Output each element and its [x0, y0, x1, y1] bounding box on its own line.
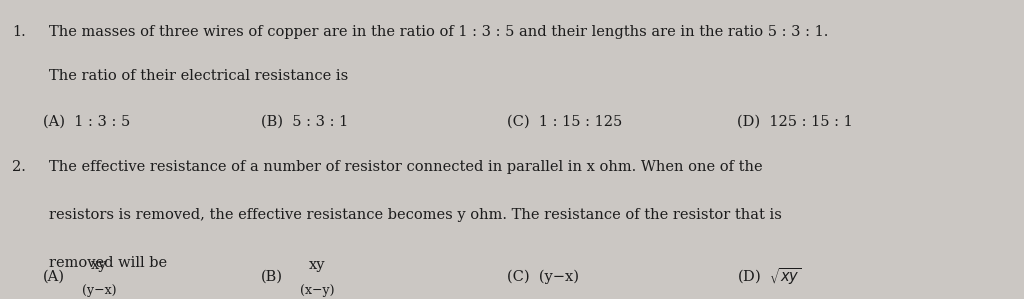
- Text: (C)  1 : 15 : 125: (C) 1 : 15 : 125: [507, 115, 623, 129]
- Text: (A)  1 : 3 : 5: (A) 1 : 3 : 5: [43, 115, 130, 129]
- Text: 2.: 2.: [12, 160, 27, 174]
- Text: (A): (A): [43, 270, 65, 283]
- Text: (D)  125 : 15 : 1: (D) 125 : 15 : 1: [737, 115, 853, 129]
- Text: (D)  $\sqrt{xy}$: (D) $\sqrt{xy}$: [737, 266, 802, 287]
- Text: (x−y): (x−y): [300, 284, 335, 297]
- Text: 1.: 1.: [12, 25, 26, 39]
- Text: The masses of three wires of copper are in the ratio of 1 : 3 : 5 and their leng: The masses of three wires of copper are …: [49, 25, 828, 39]
- Text: (B)  5 : 3 : 1: (B) 5 : 3 : 1: [261, 115, 348, 129]
- Text: xy: xy: [91, 258, 108, 271]
- Text: (y−x): (y−x): [82, 284, 117, 297]
- Text: resistors is removed, the effective resistance becomes y ohm. The resistance of : resistors is removed, the effective resi…: [49, 208, 782, 222]
- Text: xy: xy: [309, 258, 326, 271]
- Text: (B): (B): [261, 270, 283, 283]
- Text: The effective resistance of a number of resistor connected in parallel in x ohm.: The effective resistance of a number of …: [49, 160, 763, 174]
- Text: (C)  (y−x): (C) (y−x): [507, 269, 579, 284]
- Text: removed will be: removed will be: [49, 256, 167, 270]
- Text: The ratio of their electrical resistance is: The ratio of their electrical resistance…: [49, 69, 348, 83]
